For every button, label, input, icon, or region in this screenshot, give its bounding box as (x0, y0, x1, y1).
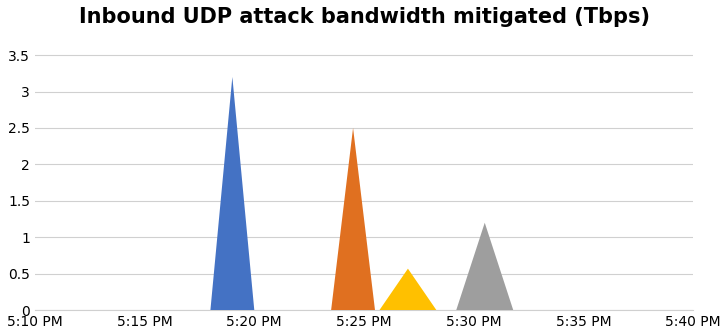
Polygon shape (456, 223, 513, 310)
Polygon shape (331, 128, 375, 310)
Polygon shape (210, 77, 254, 310)
Polygon shape (379, 269, 437, 310)
Title: Inbound UDP attack bandwidth mitigated (Tbps): Inbound UDP attack bandwidth mitigated (… (79, 7, 649, 27)
